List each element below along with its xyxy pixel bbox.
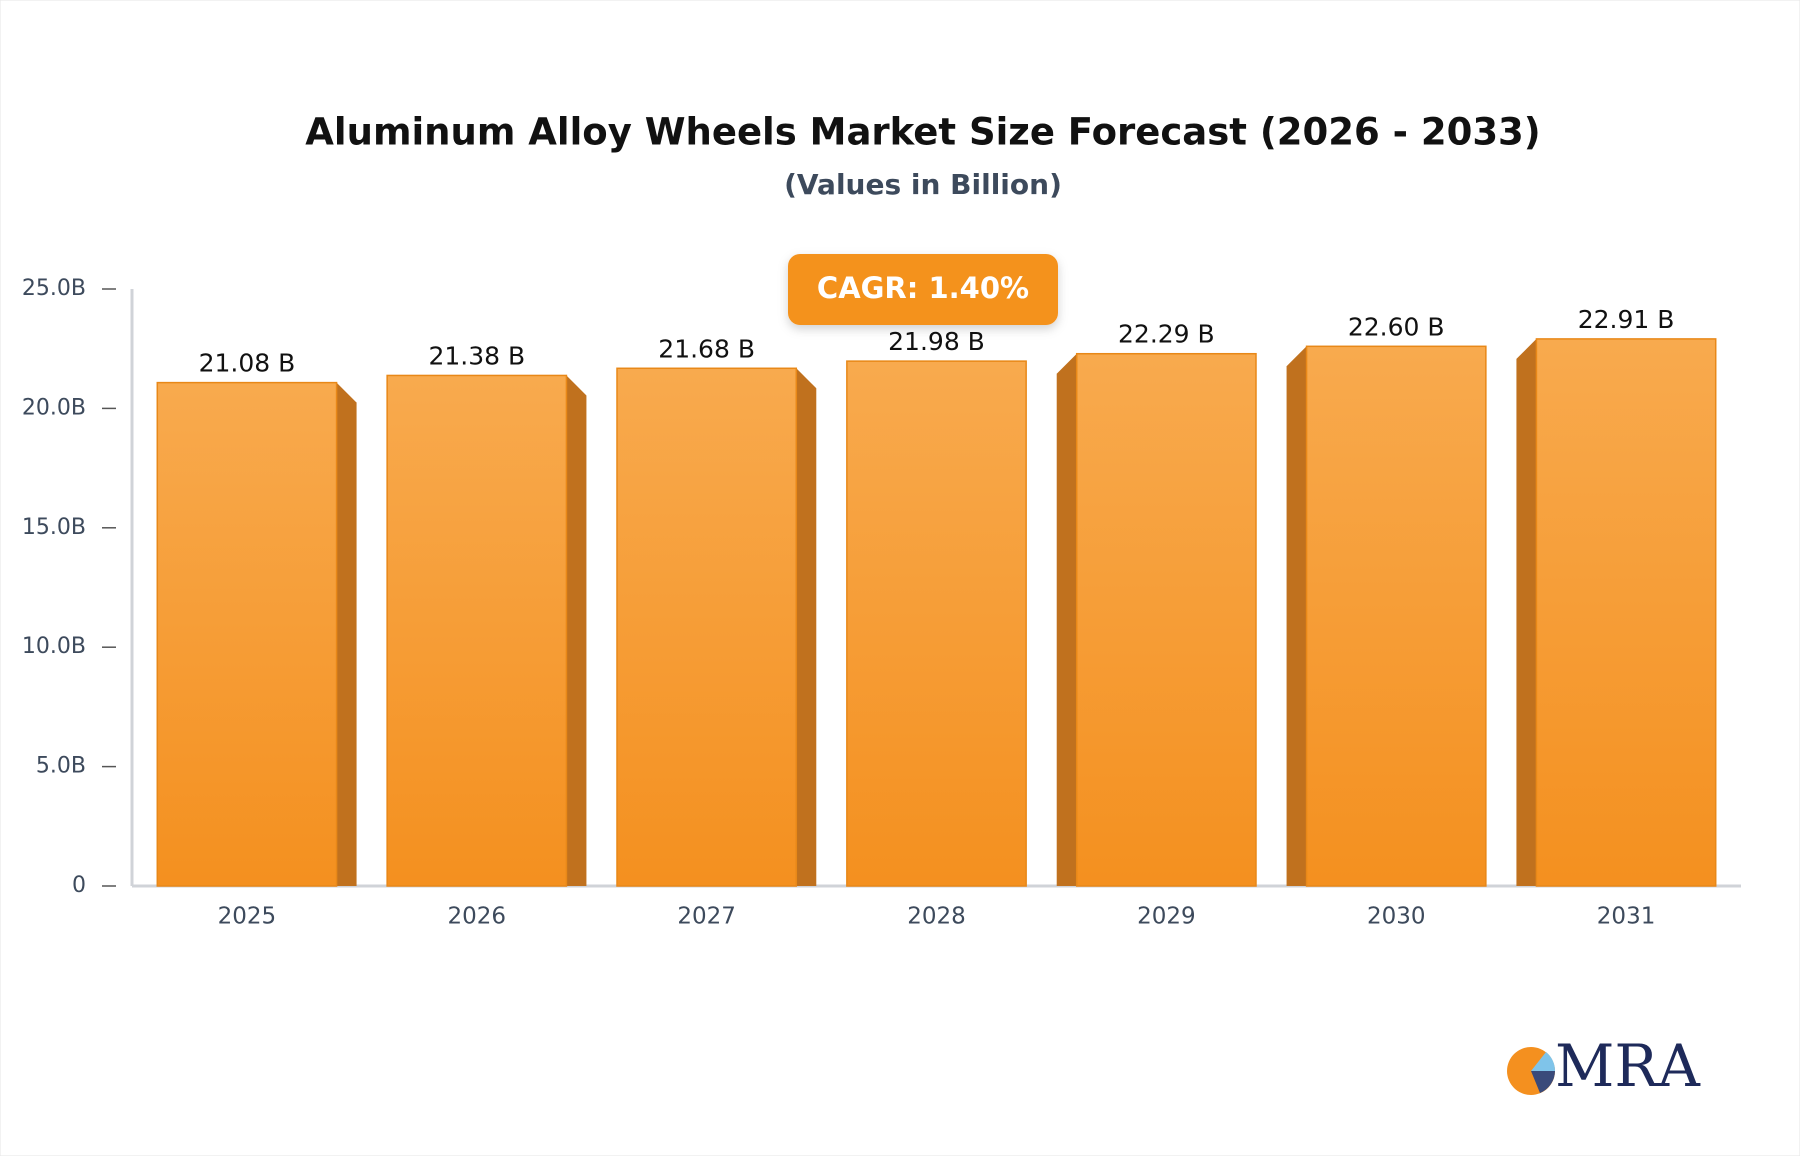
value-label: 21.38 B: [428, 341, 525, 370]
bar-side: [1056, 353, 1077, 886]
bar-side: [1516, 338, 1537, 887]
cagr-box: [788, 254, 1058, 325]
cagr-text: CAGR: 1.40%: [817, 271, 1029, 305]
y-tick-label: 15.0B: [22, 515, 86, 540]
cagr-badge: CAGR: 1.40%: [788, 254, 1058, 325]
logo-icon-slice: [1531, 1071, 1555, 1093]
x-tick-label: 2027: [677, 904, 736, 930]
y-tick-label: 5.0B: [36, 754, 86, 779]
bar: [386, 374, 568, 887]
chart-title: Aluminum Alloy Wheels Market Size Foreca…: [305, 111, 1540, 154]
bar-side: [796, 368, 817, 886]
bar: [616, 367, 798, 887]
y-tick-label: 20.0B: [22, 395, 86, 420]
value-label: 21.68 B: [658, 334, 755, 363]
x-tick-label: 2026: [448, 904, 507, 930]
x-tick-label: 2030: [1367, 904, 1426, 930]
x-tick-label: 2031: [1597, 904, 1656, 930]
y-tick-label: 0: [72, 873, 86, 898]
bar-side: [336, 382, 357, 886]
value-label: 22.60 B: [1348, 312, 1445, 341]
value-label: 22.91 B: [1578, 305, 1675, 334]
y-tick-label: 25.0B: [22, 276, 86, 301]
y-tick-label: 10.0B: [22, 634, 86, 659]
value-label: 21.08 B: [199, 349, 296, 378]
bar-side: [566, 375, 587, 886]
logo-icon-slice: [1531, 1052, 1556, 1071]
value-label: 22.29 B: [1118, 320, 1215, 349]
bar: [846, 360, 1027, 887]
bar: [1075, 352, 1257, 887]
bar: [1305, 345, 1487, 887]
bar: [1535, 338, 1717, 887]
x-tick-label: 2025: [218, 904, 277, 930]
x-tick-label: 2028: [907, 904, 966, 930]
bar: [156, 381, 338, 887]
logo-text: MRA: [1555, 1032, 1701, 1100]
value-label: 21.98 B: [888, 327, 985, 356]
bar-side: [1286, 346, 1307, 886]
x-tick-label: 2029: [1137, 904, 1196, 930]
logo: MRA: [1507, 1032, 1701, 1100]
chart-subtitle: (Values in Billion): [784, 168, 1062, 201]
